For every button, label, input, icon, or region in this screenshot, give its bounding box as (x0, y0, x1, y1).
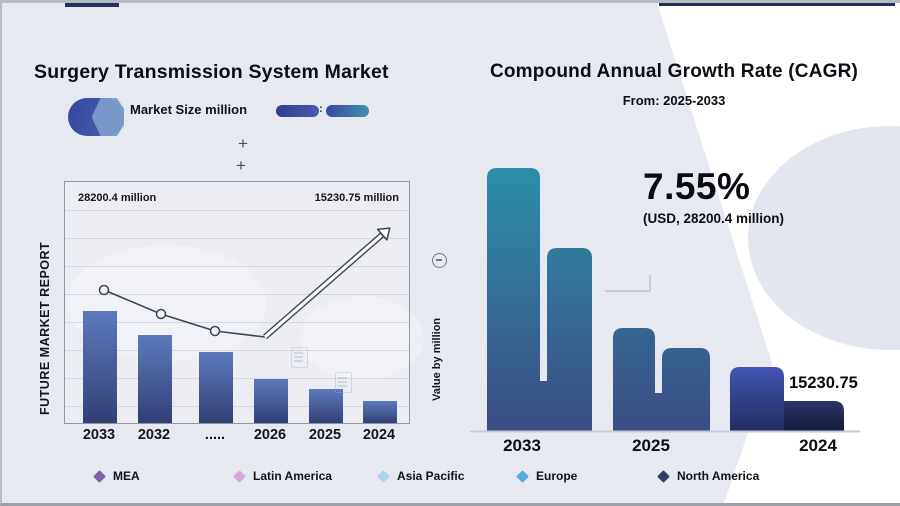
x-label: 2025 (632, 436, 670, 455)
left-chart: 28200.4 million 15230.75 million (64, 181, 410, 424)
legend-diamond-icon (233, 469, 246, 483)
bar-..... (199, 352, 233, 423)
right-chart-svg (470, 168, 860, 433)
end-value-label: 15230.75 (789, 374, 858, 392)
bar-2025 (309, 389, 343, 423)
right-header: Compound Annual Growth Rate (CAGR) From:… (454, 61, 894, 108)
bar-group-2024 (730, 367, 844, 431)
bar-2024 (363, 401, 397, 423)
legend-diamond-icon (516, 469, 529, 483)
pill-separator: : (319, 103, 323, 115)
plus-mark: + (238, 134, 248, 153)
gridline (65, 238, 409, 239)
legend-pill-teal (326, 105, 369, 117)
x-label: ..... (204, 427, 226, 443)
legend-item-asia-pacific: Asia Pacific (377, 469, 465, 483)
bar-2033 (83, 311, 117, 423)
market-size-label: Market Size million (130, 102, 248, 117)
legend-label: Europe (536, 469, 578, 483)
plus-mark: + (236, 156, 246, 175)
legend-label: MEA (113, 469, 140, 483)
bar-group-2033 (487, 168, 592, 431)
x-label: 2026 (253, 427, 287, 443)
cagr-usd-detail: (USD, 28200.4 million) (643, 211, 785, 226)
top-accent-strip (659, 3, 895, 6)
bar-group-2025 (613, 328, 710, 431)
cagr-period: From: 2025-2033 (622, 93, 726, 108)
background-blob (748, 126, 900, 350)
watermark-future-market-report: FUTURE MARKET REPORT (38, 241, 52, 415)
ghost-clipboard-icon (291, 347, 308, 368)
legend-label: Latin America (253, 469, 332, 483)
gridline (65, 378, 409, 379)
gridline (65, 210, 409, 211)
legend-diamond-icon (93, 469, 106, 483)
left-chart-title: Surgery Transmission System Market (34, 61, 389, 83)
gridline (65, 406, 409, 407)
circled-minus-icon (432, 253, 447, 268)
legend-diamond-icon (377, 469, 390, 483)
gridline (65, 266, 409, 267)
legend-label: Asia Pacific (397, 469, 465, 483)
market-size-icon (68, 98, 124, 136)
annotation-end-value: 15230.75 million (314, 192, 399, 204)
top-accent-strip (65, 3, 119, 7)
cagr-value: 7.55% (643, 166, 751, 207)
legend-diamond-icon (657, 469, 670, 483)
cagr-title: Compound Annual Growth Rate (CAGR) (489, 61, 859, 82)
legend-item-mea: MEA (93, 469, 140, 483)
bar-2032 (138, 335, 172, 423)
x-label: 2033 (82, 427, 116, 443)
x-label: 2025 (308, 427, 342, 443)
value-axis-label: Value by million (431, 317, 443, 401)
legend-item-north-america: North America (657, 469, 760, 483)
gridline (65, 350, 409, 351)
legend-label: North America (677, 469, 760, 483)
legend-item-latin-america: Latin America (233, 469, 332, 483)
ghost-clipboard-icon (335, 372, 352, 393)
legend-item-europe: Europe (516, 469, 578, 483)
bracket-line (605, 275, 651, 292)
gridline (65, 294, 409, 295)
legend-pill-dark (276, 105, 319, 117)
x-label: 2033 (503, 436, 541, 455)
x-label: 2032 (137, 427, 171, 443)
x-label: 2024 (799, 436, 837, 455)
left-x-axis-labels: 2033 2032..... 2026 2025 2024 (64, 427, 410, 447)
annotation-start-value: 28200.4 million (78, 192, 157, 204)
x-label: 2024 (362, 427, 396, 443)
bar-2026 (254, 379, 288, 423)
